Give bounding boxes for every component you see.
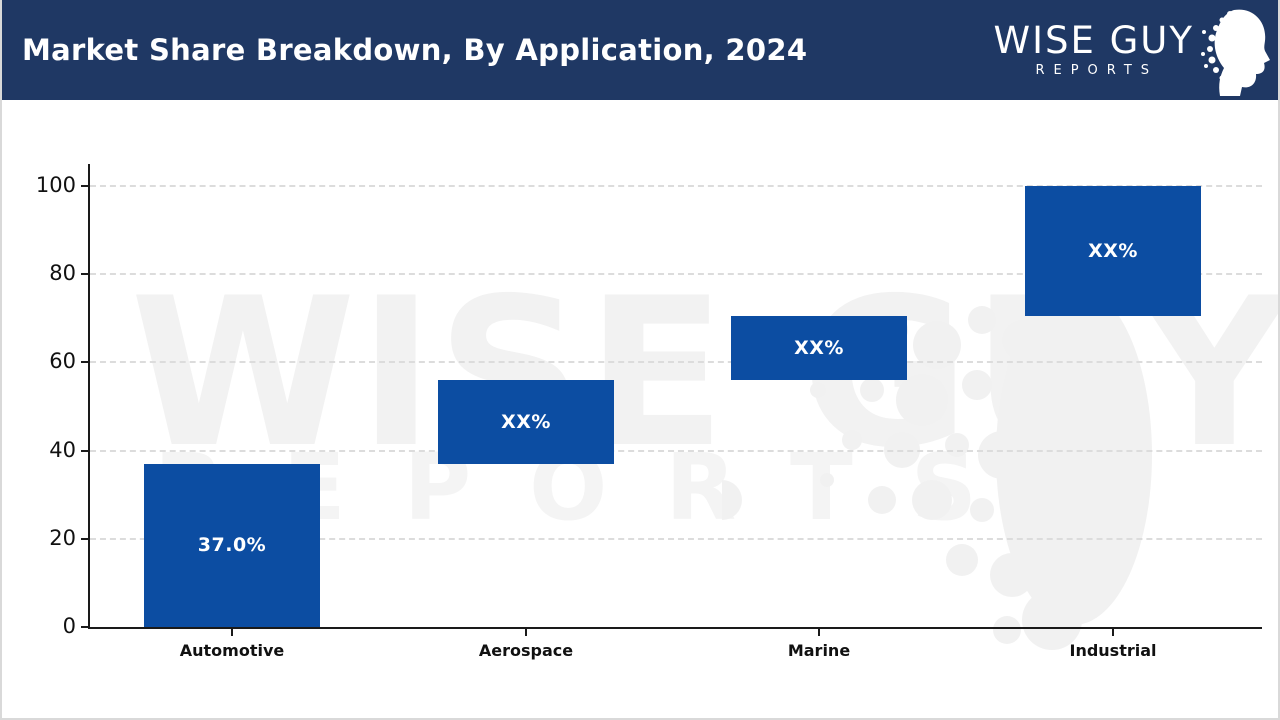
y-gridline (90, 185, 1262, 187)
y-axis-line (88, 164, 90, 629)
x-tick-mark (818, 629, 820, 636)
x-tick-mark (525, 629, 527, 636)
brand-head-icon (1201, 9, 1270, 96)
x-axis-line (88, 627, 1262, 629)
x-axis-label: Automotive (179, 641, 285, 660)
brand-name: WISE GUY (993, 19, 1194, 62)
brand-tagline: REPORTS (1035, 63, 1159, 78)
bar-value-label: XX% (794, 337, 844, 360)
y-gridline (90, 273, 1262, 276)
x-tick-mark (231, 629, 233, 636)
x-axis-label: Marine (787, 641, 851, 660)
bar-aerospace: XX% (438, 380, 614, 464)
y-tick-label: 20 (49, 525, 76, 550)
bar-marine: XX% (731, 316, 907, 381)
y-tick-mark (81, 537, 90, 540)
x-axis-label: Aerospace (478, 641, 574, 660)
brand-logo: WISE GUY REPORTS (994, 4, 1272, 96)
y-gridline (90, 537, 1262, 540)
y-tick-label: 80 (49, 261, 76, 286)
x-tick-mark (1112, 629, 1114, 636)
y-tick-label: 0 (62, 614, 76, 638)
y-gridline (90, 449, 1262, 452)
bar-value-label: XX% (501, 410, 551, 433)
header-bar: Market Share Breakdown, By Application, … (2, 0, 1278, 100)
y-tick-mark (81, 449, 90, 452)
chart-area: WISE GUY REPORTS 0 20 40 60 80 100 37.0% Automo… (2, 100, 1278, 718)
y-tick-label: 100 (35, 173, 76, 197)
y-gridline (90, 361, 1262, 364)
brand-logo-text: WISE GUY REPORTS (994, 22, 1194, 78)
chart-title: Market Share Breakdown, By Application, … (22, 33, 808, 67)
y-tick-mark (81, 185, 90, 187)
bar-automotive: 37.0% (144, 463, 320, 627)
bar-value-label: XX% (1088, 240, 1138, 263)
x-axis-label: Industrial (1069, 641, 1157, 660)
y-tick-label: 60 (49, 349, 76, 374)
y-tick-mark (81, 273, 90, 276)
bar-industrial: XX% (1025, 186, 1201, 317)
bar-value-label: 37.0% (197, 534, 267, 557)
y-tick-label: 40 (49, 437, 76, 462)
y-tick-mark (81, 361, 90, 364)
y-tick-mark (81, 626, 90, 628)
